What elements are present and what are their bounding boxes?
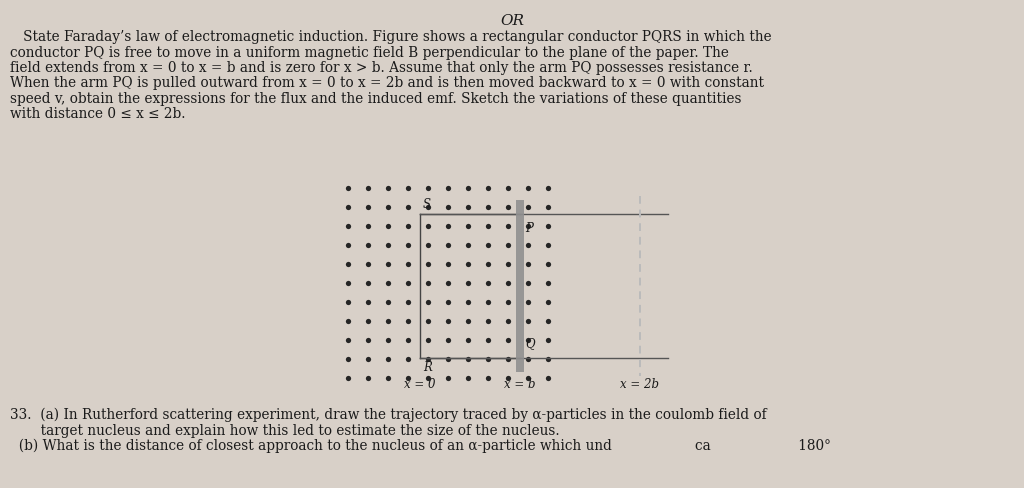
Bar (516, 200, 524, 372)
Text: OR: OR (500, 14, 524, 28)
Text: x = 2b: x = 2b (621, 378, 659, 391)
Text: P: P (525, 222, 532, 235)
Text: speed v, obtain the expressions for the flux and the induced emf. Sketch the var: speed v, obtain the expressions for the … (10, 92, 741, 106)
Text: State Faraday’s law of electromagnetic induction. Figure shows a rectangular con: State Faraday’s law of electromagnetic i… (10, 30, 772, 44)
Text: Q: Q (525, 337, 535, 350)
Text: with distance 0 ≤ x ≤ 2b.: with distance 0 ≤ x ≤ 2b. (10, 107, 185, 122)
Text: R: R (423, 361, 432, 374)
Text: target nucleus and explain how this led to estimate the size of the nucleus.: target nucleus and explain how this led … (10, 424, 560, 438)
Text: (b) What is the distance of closest approach to the nucleus of an α-particle whi: (b) What is the distance of closest appr… (10, 439, 830, 453)
Text: S: S (423, 198, 431, 211)
Text: x = b: x = b (504, 378, 536, 391)
Text: field extends from x = 0 to x = b and is zero for x > b. Assume that only the ar: field extends from x = 0 to x = b and is… (10, 61, 753, 75)
Text: conductor PQ is free to move in a uniform magnetic field B perpendicular to the : conductor PQ is free to move in a unifor… (10, 45, 729, 60)
Text: When the arm PQ is pulled outward from x = 0 to x = 2b and is then moved backwar: When the arm PQ is pulled outward from x… (10, 77, 764, 90)
Text: x = 0: x = 0 (404, 378, 436, 391)
Text: 33.  (a) In Rutherford scattering experiment, draw the trajectory traced by α-pa: 33. (a) In Rutherford scattering experim… (10, 408, 767, 423)
